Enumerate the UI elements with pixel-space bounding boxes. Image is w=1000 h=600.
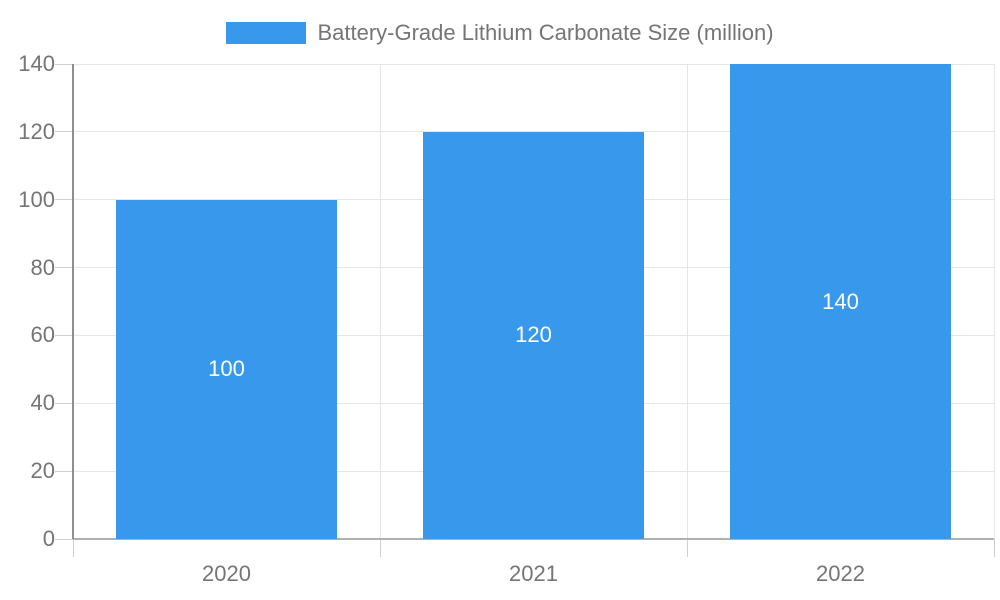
y-axis-label: 40	[30, 390, 55, 416]
y-axis-label: 0	[42, 526, 55, 551]
y-axis-label: 120	[18, 118, 55, 144]
y-axis-label: 60	[30, 322, 55, 348]
y-axis-tick	[55, 199, 73, 201]
x-axis-label: 2022	[816, 561, 865, 586]
y-axis-label: 20	[30, 458, 55, 484]
x-axis-tick	[379, 539, 381, 557]
y-axis-tick	[55, 131, 73, 133]
y-axis-label: 80	[30, 254, 55, 280]
gridline-vertical	[379, 64, 381, 539]
bar-2022[interactable]: 140	[730, 64, 951, 539]
y-axis-tick	[55, 267, 73, 269]
x-axis-tick	[993, 539, 995, 557]
y-axis-tick	[55, 334, 73, 336]
y-axis-label: 100	[18, 186, 55, 212]
y-axis-line	[72, 64, 74, 539]
y-axis-tick	[55, 402, 73, 404]
x-axis-label: 2021	[509, 561, 558, 586]
x-axis-baseline	[73, 538, 994, 540]
gridline-horizontal	[73, 63, 994, 65]
bar-value-label: 100	[208, 356, 245, 382]
legend-swatch-icon	[226, 22, 307, 44]
x-axis-tick	[72, 539, 74, 557]
y-axis-tick	[55, 538, 73, 540]
legend-label: Battery-Grade Lithium Carbonate Size (mi…	[317, 20, 774, 45]
y-axis-tick	[55, 470, 73, 472]
bar-2020[interactable]: 100	[116, 199, 337, 539]
y-axis-tick	[55, 63, 73, 65]
bar-value-label: 120	[515, 322, 552, 348]
bar-2021[interactable]: 120	[423, 131, 644, 539]
bar-value-label: 140	[822, 288, 859, 314]
gridline-vertical	[993, 64, 995, 539]
chart-legend[interactable]: Battery-Grade Lithium Carbonate Size (mi…	[0, 20, 1000, 46]
x-axis-tick	[686, 539, 688, 557]
y-axis-label: 140	[18, 51, 55, 76]
gridline-vertical	[686, 64, 688, 539]
x-axis-label: 2020	[202, 561, 251, 586]
